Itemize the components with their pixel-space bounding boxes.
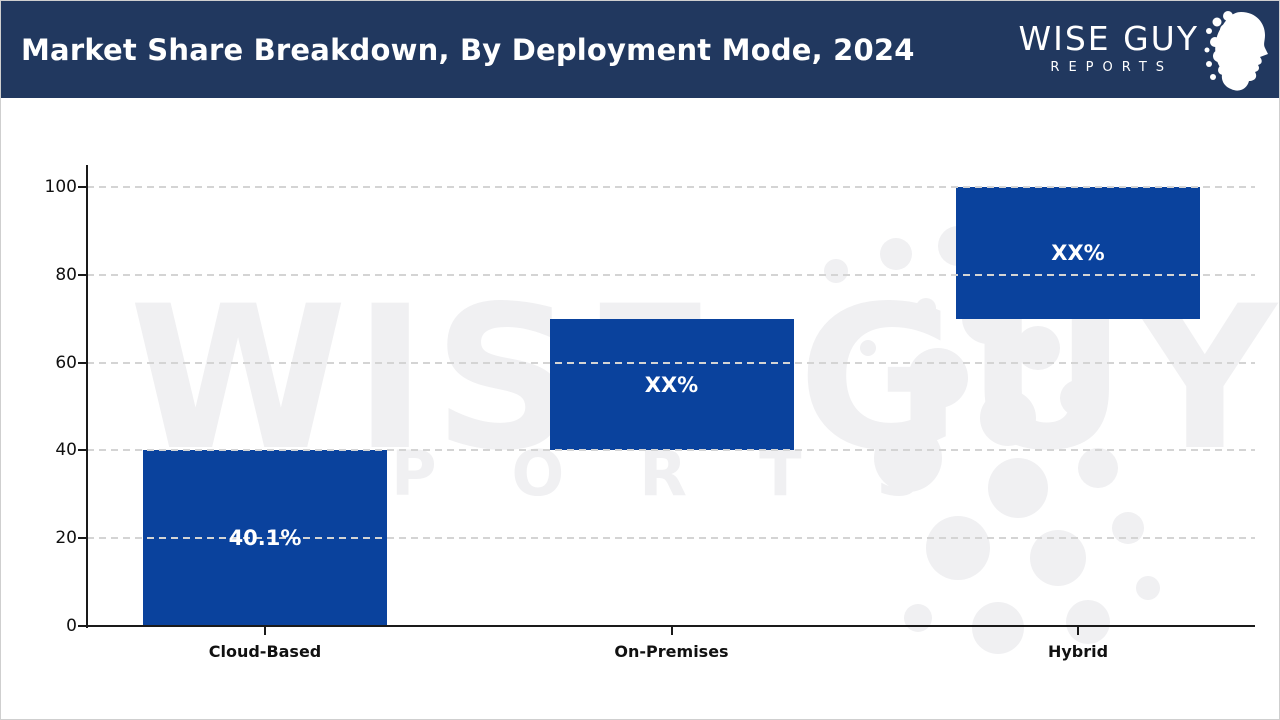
gridline (87, 273, 1255, 276)
bar-value-label: 40.1% (228, 526, 302, 551)
x-tick-mark (1077, 627, 1079, 635)
x-tick-label: Hybrid (1047, 642, 1109, 661)
brand-face-icon (1204, 11, 1268, 91)
bar-hybrid (956, 187, 1200, 319)
gridline (87, 537, 1255, 540)
gridline (87, 449, 1255, 452)
y-tick-mark (78, 273, 86, 276)
y-tick-label: 60 (55, 352, 77, 373)
y-tick-mark (78, 625, 86, 627)
brand-logo: WISE GUY REPORTS (1018, 5, 1271, 95)
y-axis-line (86, 165, 88, 628)
x-axis-line (86, 625, 1255, 627)
x-tick-mark (264, 627, 266, 635)
brand-reports-text: REPORTS (1050, 60, 1174, 75)
brand-logo-text: WISE GUY REPORTS (1018, 19, 1199, 75)
y-tick-label: 0 (66, 616, 77, 636)
x-tick-mark (670, 627, 673, 635)
y-tick-label: 80 (55, 264, 77, 285)
y-tick-mark (78, 537, 86, 540)
y-tick-label: 40 (55, 440, 77, 461)
y-tick-label: 100 (44, 177, 77, 197)
gridline (87, 186, 1255, 188)
bar-value-label: XX% (1051, 240, 1105, 265)
gridline (87, 361, 1255, 364)
bar-on-premises (549, 318, 794, 451)
x-tick-label: Cloud-Based (208, 642, 322, 661)
y-tick-label: 20 (55, 528, 77, 549)
brand-wordmark: WISE GUY (1018, 19, 1199, 58)
page-title: Market Share Breakdown, By Deployment Mo… (21, 32, 915, 67)
x-tick-label: On-Premises (614, 642, 729, 661)
header-bar: Market Share Breakdown, By Deployment Mo… (1, 1, 1279, 98)
y-tick-mark (78, 449, 86, 452)
y-tick-mark (78, 186, 86, 188)
bar-value-label: XX% (644, 372, 699, 397)
y-tick-mark (78, 361, 86, 364)
